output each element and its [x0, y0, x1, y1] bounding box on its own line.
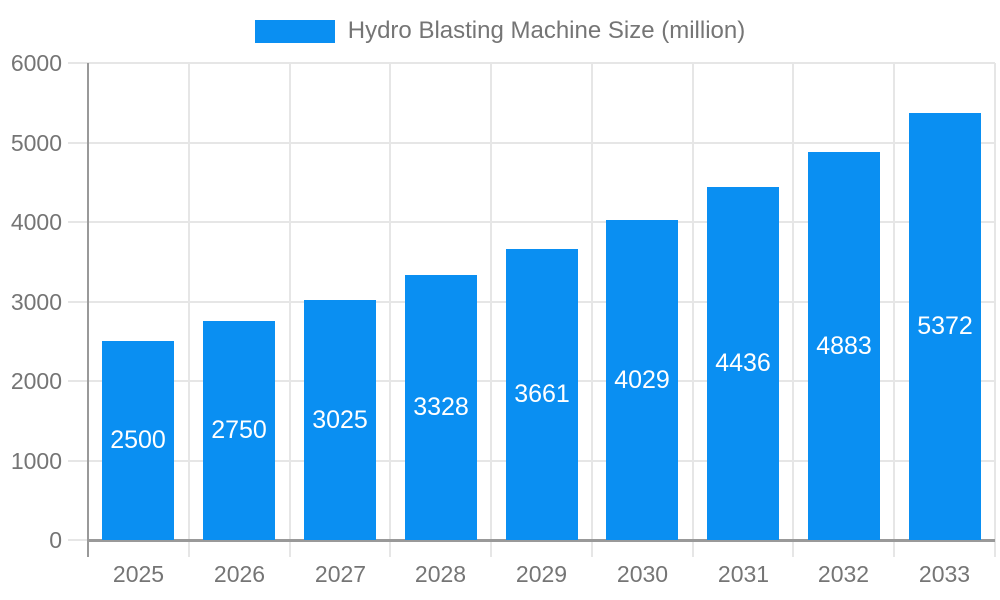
bar-value-label: 4436 — [715, 349, 771, 377]
y-axis-tick-label: 5000 — [10, 130, 62, 156]
bar[interactable]: 3328 — [405, 275, 477, 540]
bar-value-label: 5372 — [917, 312, 973, 340]
x-axis-tick-label: 2031 — [717, 561, 770, 587]
bar[interactable]: 3661 — [506, 249, 578, 540]
x-gridline — [893, 63, 895, 557]
y-gridline — [68, 142, 995, 144]
bar-value-label: 2750 — [211, 416, 267, 444]
x-gridline — [289, 63, 291, 557]
x-axis-tick-label: 2029 — [515, 561, 568, 587]
x-gridline — [490, 63, 492, 557]
x-gridline — [389, 63, 391, 557]
x-axis-tick-label: 2027 — [314, 561, 367, 587]
legend-label: Hydro Blasting Machine Size (million) — [347, 17, 746, 44]
bar-value-label: 4029 — [614, 365, 670, 394]
bar[interactable]: 5372 — [909, 113, 981, 540]
bar-value-label: 3661 — [514, 380, 570, 408]
legend-swatch-icon — [254, 19, 335, 43]
y-axis-tick-label: 0 — [49, 527, 62, 553]
bar[interactable]: 3025 — [304, 300, 376, 540]
bar[interactable]: 2500 — [102, 341, 174, 540]
x-gridline — [792, 63, 794, 557]
bar-value-label: 2500 — [110, 426, 166, 454]
x-axis-tick-label: 2026 — [213, 561, 266, 587]
bar[interactable]: 2750 — [203, 321, 275, 540]
x-axis-tick-label: 2033 — [918, 561, 971, 587]
y-axis-tick-label: 3000 — [10, 289, 62, 315]
x-axis-tick-label: 2025 — [112, 561, 165, 587]
bar-value-label: 3025 — [312, 405, 368, 434]
x-axis-tick-label: 2030 — [616, 561, 669, 587]
y-gridline — [68, 221, 995, 223]
y-gridline — [68, 62, 995, 64]
bar-value-label: 3328 — [413, 393, 469, 421]
y-axis-line — [87, 63, 89, 557]
legend[interactable]: Hydro Blasting Machine Size (million) — [0, 17, 1000, 45]
x-gridline — [188, 63, 190, 557]
x-axis-tick-label: 2028 — [414, 561, 467, 587]
bar[interactable]: 4029 — [606, 220, 678, 540]
x-gridline — [591, 63, 593, 557]
x-axis-tick-label: 2032 — [817, 561, 870, 587]
y-axis-tick-label: 4000 — [10, 209, 62, 235]
bar-value-label: 4883 — [816, 331, 872, 360]
y-axis-tick-label: 1000 — [10, 448, 62, 474]
bar[interactable]: 4883 — [808, 152, 880, 540]
x-axis-line — [88, 539, 995, 542]
x-gridline — [994, 63, 996, 557]
y-axis-tick-label: 6000 — [10, 50, 62, 76]
y-axis-tick-label: 2000 — [10, 368, 62, 394]
x-gridline — [692, 63, 694, 557]
bar[interactable]: 4436 — [707, 187, 779, 540]
